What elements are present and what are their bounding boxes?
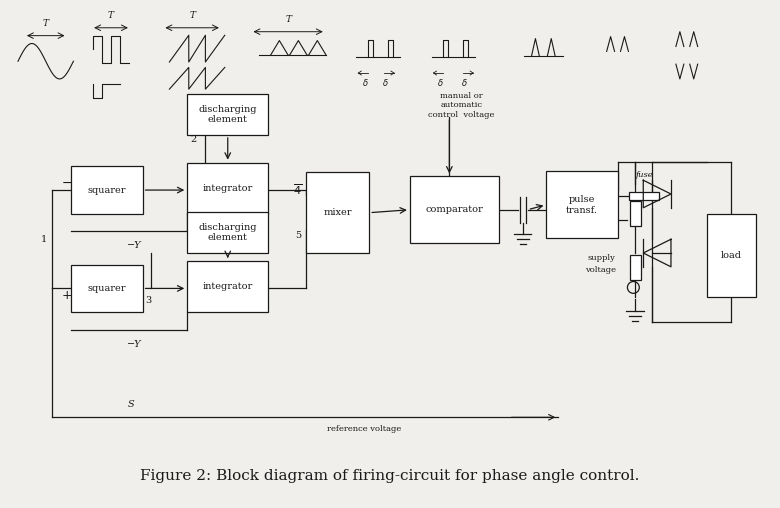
Bar [630, 256, 641, 280]
Text: S: S [127, 400, 134, 409]
Bar [187, 261, 268, 312]
Text: control  voltage: control voltage [428, 111, 495, 119]
Bar [630, 201, 641, 226]
Text: T: T [189, 11, 195, 20]
Text: T: T [108, 11, 114, 20]
Text: T: T [43, 19, 48, 28]
Text: $\mathit{\delta}$: $\mathit{\delta}$ [461, 77, 467, 88]
Text: pulse
transf.: pulse transf. [566, 195, 598, 214]
Text: −Y: −Y [127, 241, 142, 250]
Text: squarer: squarer [88, 284, 126, 293]
Bar [187, 93, 268, 135]
Text: integrator: integrator [203, 282, 253, 291]
Text: reference voltage: reference voltage [327, 425, 402, 433]
Text: 2: 2 [190, 136, 197, 144]
Bar [187, 163, 268, 214]
Text: $\mathit{\delta}$: $\mathit{\delta}$ [362, 77, 369, 88]
Text: load: load [721, 251, 742, 260]
Text: Figure 2: Block diagram of firing-circuit for phase angle control.: Figure 2: Block diagram of firing-circui… [140, 469, 640, 483]
Text: 3: 3 [146, 296, 152, 305]
Text: automatic: automatic [440, 102, 482, 109]
Text: T: T [285, 15, 291, 24]
Text: voltage: voltage [584, 266, 615, 274]
Text: −Y: −Y [127, 339, 142, 348]
Text: 5: 5 [295, 231, 301, 240]
Text: +: + [61, 289, 72, 302]
Text: 1: 1 [41, 235, 47, 244]
Text: integrator: integrator [203, 183, 253, 193]
Text: $\mathit{\delta}$: $\mathit{\delta}$ [381, 77, 388, 88]
Text: supply: supply [587, 254, 615, 262]
Text: $\mathit{\delta}$: $\mathit{\delta}$ [437, 77, 444, 88]
Text: fuse: fuse [636, 171, 653, 179]
Bar [306, 172, 369, 253]
Bar [187, 212, 268, 253]
Bar [410, 176, 499, 243]
Text: discharging
element: discharging element [198, 105, 257, 124]
Bar [707, 214, 756, 297]
Text: squarer: squarer [88, 185, 126, 195]
Text: manual or: manual or [440, 91, 483, 100]
Bar [546, 171, 618, 238]
Text: $\overline{4}$: $\overline{4}$ [293, 183, 303, 197]
Text: discharging
element: discharging element [198, 223, 257, 242]
Text: mixer: mixer [324, 208, 352, 217]
Bar [629, 192, 659, 200]
Text: comparator: comparator [425, 205, 483, 214]
Bar [72, 167, 143, 214]
Text: −: − [62, 177, 72, 189]
Bar [72, 265, 143, 312]
